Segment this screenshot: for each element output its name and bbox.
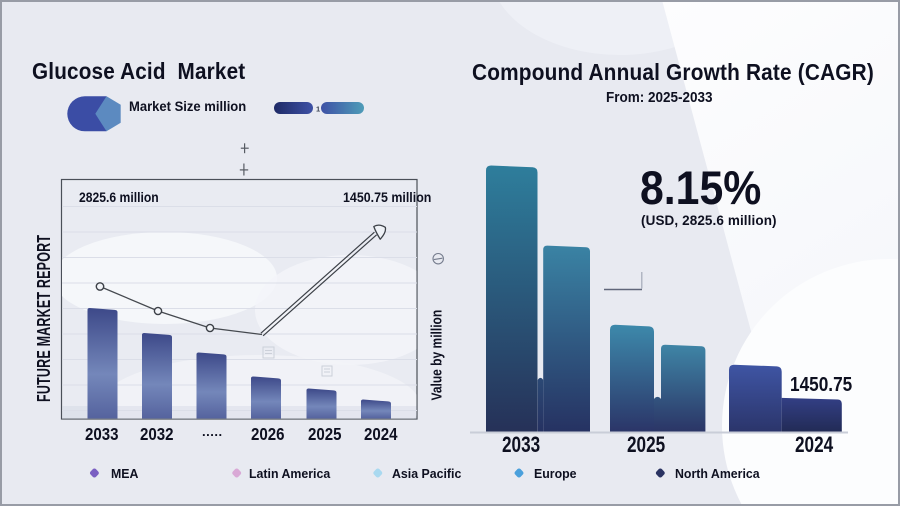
svg-text:1: 1 (316, 104, 320, 113)
